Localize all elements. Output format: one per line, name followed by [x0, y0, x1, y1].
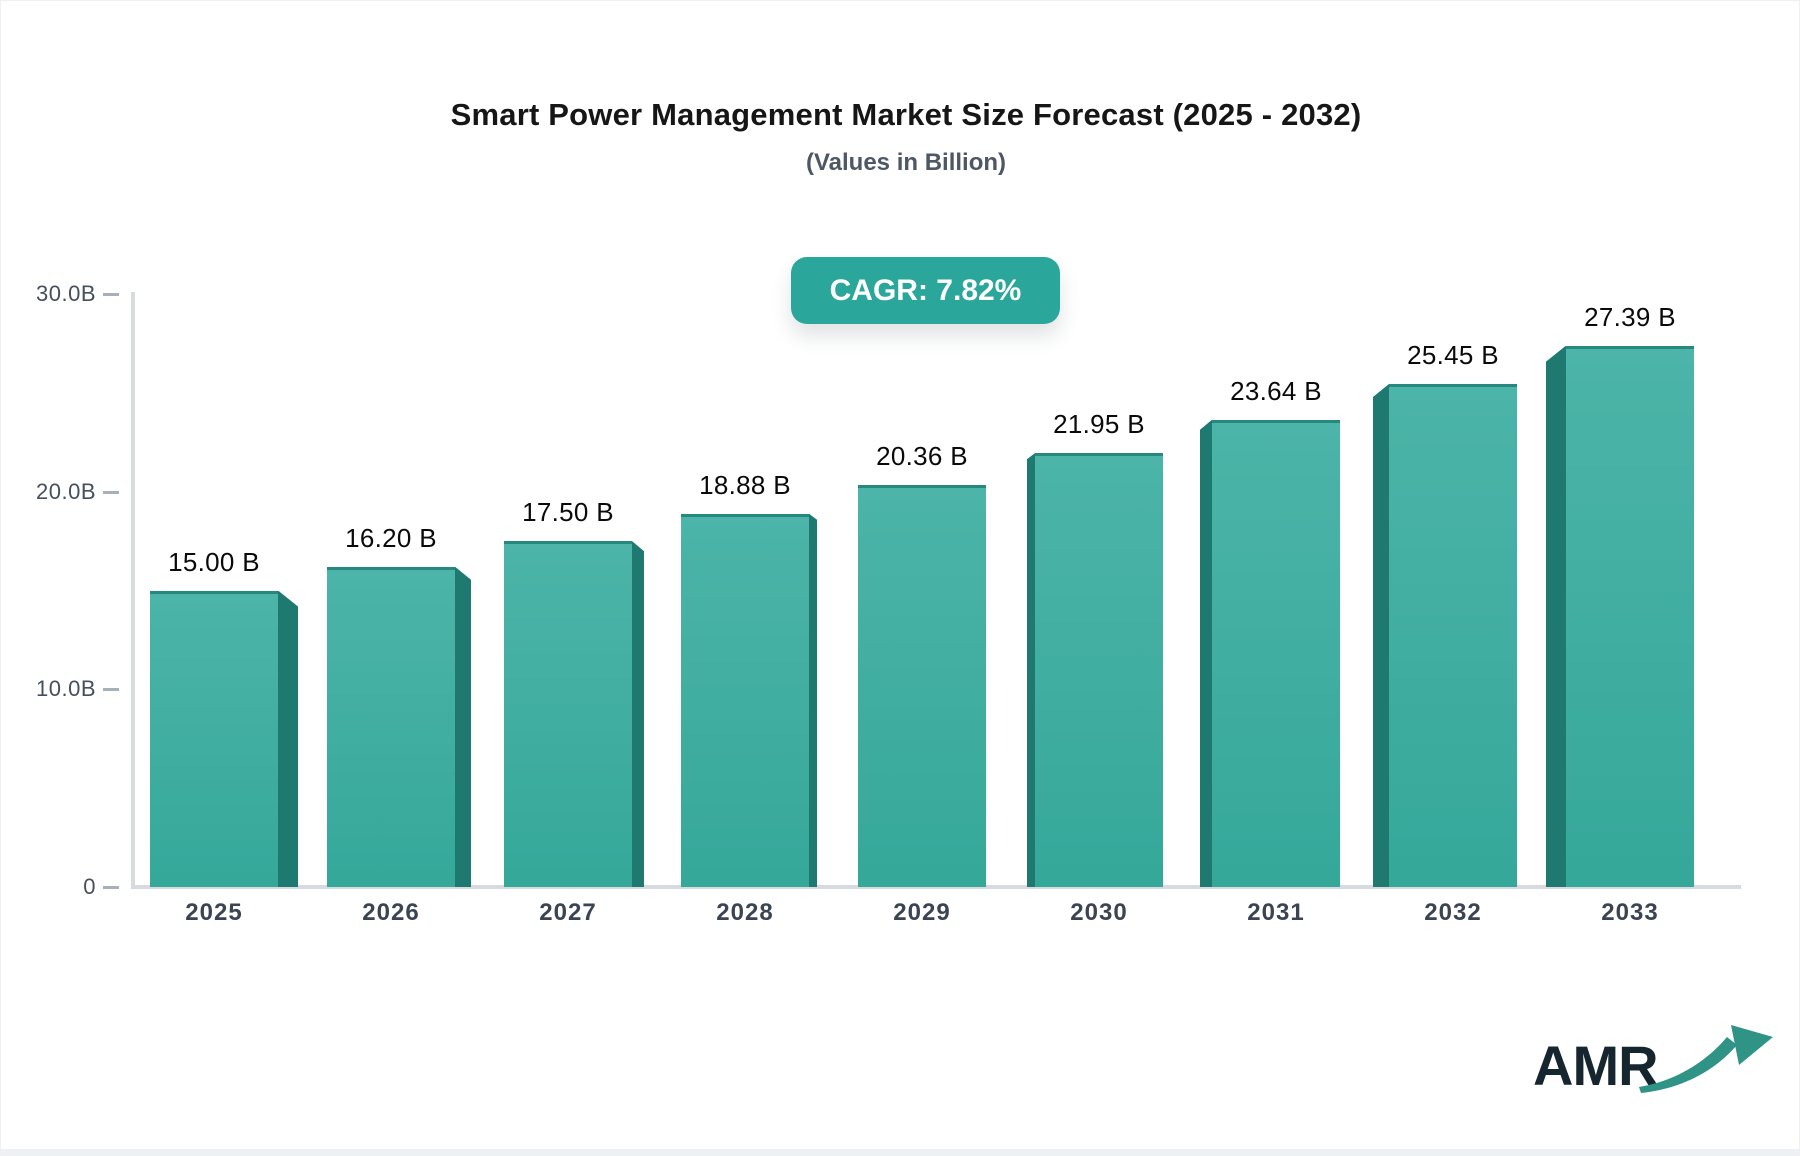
bar-2025: [150, 590, 278, 887]
bar-side-2027: [632, 541, 644, 887]
x-axis-label: 2033: [1601, 899, 1659, 926]
y-tick: [103, 886, 119, 889]
bar-value-label: 18.88 B: [699, 469, 791, 500]
bar-value-label: 16.20 B: [345, 522, 437, 553]
bar-side-2030: [1027, 453, 1035, 887]
bar-side-2026: [455, 566, 471, 887]
bar-side-2033: [1546, 345, 1566, 887]
cagr-badge: CAGR: 7.82%: [791, 257, 1060, 324]
logo-text: AMR: [1533, 1034, 1659, 1097]
y-tick: [103, 490, 119, 494]
bar-2031: [1212, 419, 1340, 887]
x-axis-label: 2027: [539, 899, 597, 926]
x-axis-label: 2025: [185, 899, 243, 926]
y-tick-label: 0: [83, 874, 96, 899]
trend-arrow-icon: [1639, 1025, 1773, 1093]
bar-2027: [504, 541, 632, 887]
bar-value-label: 27.39 B: [1584, 301, 1676, 332]
bar-2028: [681, 513, 809, 887]
bar-side-2032: [1373, 383, 1389, 887]
x-axis-label: 2030: [1070, 899, 1128, 926]
bar-2030: [1035, 453, 1163, 887]
y-tick: [103, 293, 119, 296]
x-axis-label: 2031: [1247, 899, 1305, 926]
bar-value-label: 17.50 B: [522, 497, 614, 528]
bar-value-label: 23.64 B: [1230, 375, 1322, 406]
x-axis-label: 2026: [362, 899, 420, 926]
y-axis-line: [131, 292, 135, 889]
chart-subtitle: (Values in Billion): [805, 149, 1007, 176]
y-tick-label: 10.0B: [36, 676, 96, 702]
bar-value-label: 20.36 B: [876, 440, 968, 471]
bar-2033: [1566, 345, 1694, 887]
y-tick-label: 20.0B: [36, 478, 96, 504]
y-tick: [103, 688, 119, 692]
page-title: Smart Power Management Market Size Forec…: [450, 97, 1362, 132]
bar-2032: [1389, 383, 1517, 887]
x-axis-line: [131, 885, 1741, 889]
x-axis-label: 2029: [893, 899, 951, 926]
amr-logo: AMR: [1533, 1025, 1773, 1123]
bar-2029: [858, 484, 986, 887]
x-axis-label: 2032: [1424, 899, 1482, 926]
bar-side-2031: [1200, 419, 1212, 887]
bar-value-label: 15.00 B: [168, 546, 260, 577]
bar-value-label: 25.45 B: [1407, 339, 1499, 370]
y-tick-label: 30.0B: [36, 281, 96, 306]
bar-value-label: 21.95 B: [1053, 409, 1145, 440]
x-axis-label: 2028: [716, 899, 774, 926]
bottom-strip: [1, 1149, 1799, 1155]
bar-side-2025: [278, 590, 298, 887]
bar-2026: [327, 566, 455, 887]
bar-side-2028: [809, 513, 817, 887]
